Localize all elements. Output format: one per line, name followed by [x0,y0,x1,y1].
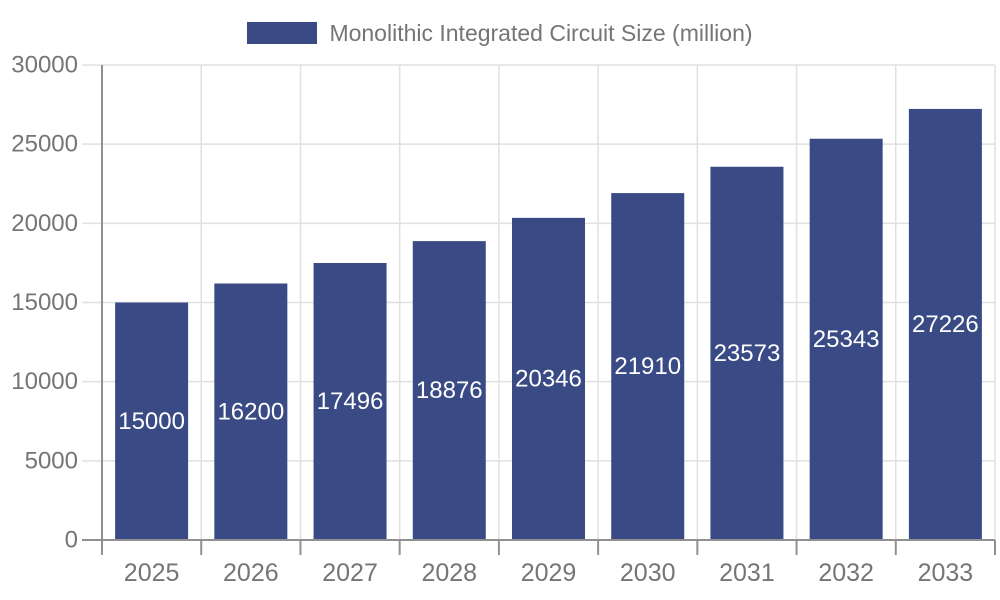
y-tick-label: 30000 [11,52,78,79]
legend-swatch [247,22,318,44]
y-tick-label: 25000 [11,131,78,158]
bar [512,217,585,541]
bar [908,108,982,541]
bar-value-label: 15000 [118,408,185,435]
x-tick-label: 2026 [223,559,279,587]
x-tick-label: 2029 [521,559,577,587]
bar-value-label: 27226 [912,311,979,338]
x-tick-label: 2031 [719,559,775,587]
x-tick-label: 2030 [620,559,676,587]
y-tick-label: 20000 [11,210,78,237]
y-tick-label: 5000 [25,447,78,474]
bar [214,283,288,540]
bar [710,166,784,540]
legend-label: Monolithic Integrated Circuit Size (mill… [329,20,753,46]
chart-legend: Monolithic Integrated Circuit Size (mill… [0,20,1000,46]
x-tick-label: 2028 [421,559,477,587]
bar-value-label: 20346 [515,365,582,392]
bar-value-label: 23573 [714,340,781,367]
bar-value-label: 17496 [317,388,384,415]
y-tick-label: 0 [65,527,78,554]
y-tick-label: 15000 [11,289,78,316]
x-tick-label: 2033 [918,559,974,587]
bar [115,302,189,540]
bar-value-label: 18876 [416,377,483,404]
bar-value-label: 16200 [217,398,284,425]
x-tick-label: 2027 [322,559,378,587]
bar [611,193,685,540]
bar [412,241,486,540]
bar [809,138,883,540]
bar-value-label: 21910 [614,353,681,380]
bar [313,262,387,540]
y-tick-label: 10000 [11,368,78,395]
x-tick-label: 2025 [124,559,180,587]
bar-value-label: 25343 [813,326,880,353]
x-tick-label: 2032 [818,559,874,587]
